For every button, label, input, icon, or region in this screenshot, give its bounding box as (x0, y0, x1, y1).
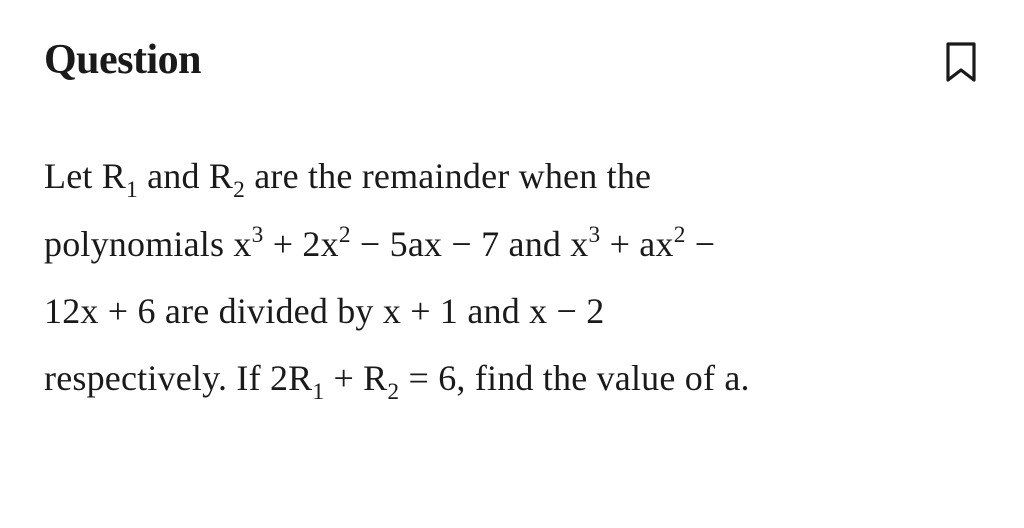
subscript: 1 (312, 379, 324, 405)
text-fragment: = 6, find the value of a. (399, 358, 749, 398)
text-fragment: − 5ax − 7 and x (351, 224, 589, 264)
question-body: Let R1 and R2 are the remainder when the… (44, 143, 980, 413)
body-line-4: respectively. If 2R1 + R2 = 6, find the … (44, 345, 980, 413)
text-fragment: Let R (44, 156, 126, 196)
bookmark-icon[interactable] (942, 40, 980, 89)
text-fragment: − (686, 224, 716, 264)
text-fragment: are the remainder when the (245, 156, 651, 196)
text-fragment: respectively. If 2R (44, 358, 312, 398)
header-row: Question (44, 36, 980, 89)
superscript: 2 (339, 222, 351, 248)
subscript: 1 (126, 177, 138, 203)
subscript: 2 (387, 379, 399, 405)
superscript: 2 (674, 222, 686, 248)
body-line-2: polynomials x3 + 2x2 − 5ax − 7 and x3 + … (44, 211, 980, 278)
body-line-1: Let R1 and R2 are the remainder when the (44, 143, 980, 211)
text-fragment: + 2x (264, 224, 339, 264)
question-heading: Question (44, 36, 201, 84)
text-fragment: + R (324, 358, 387, 398)
superscript: 3 (589, 222, 601, 248)
superscript: 3 (252, 222, 264, 248)
body-line-3: 12x + 6 are divided by x + 1 and x − 2 (44, 278, 980, 345)
subscript: 2 (233, 177, 245, 203)
text-fragment: polynomials x (44, 224, 252, 264)
text-fragment: + ax (600, 224, 673, 264)
text-fragment: and R (138, 156, 233, 196)
